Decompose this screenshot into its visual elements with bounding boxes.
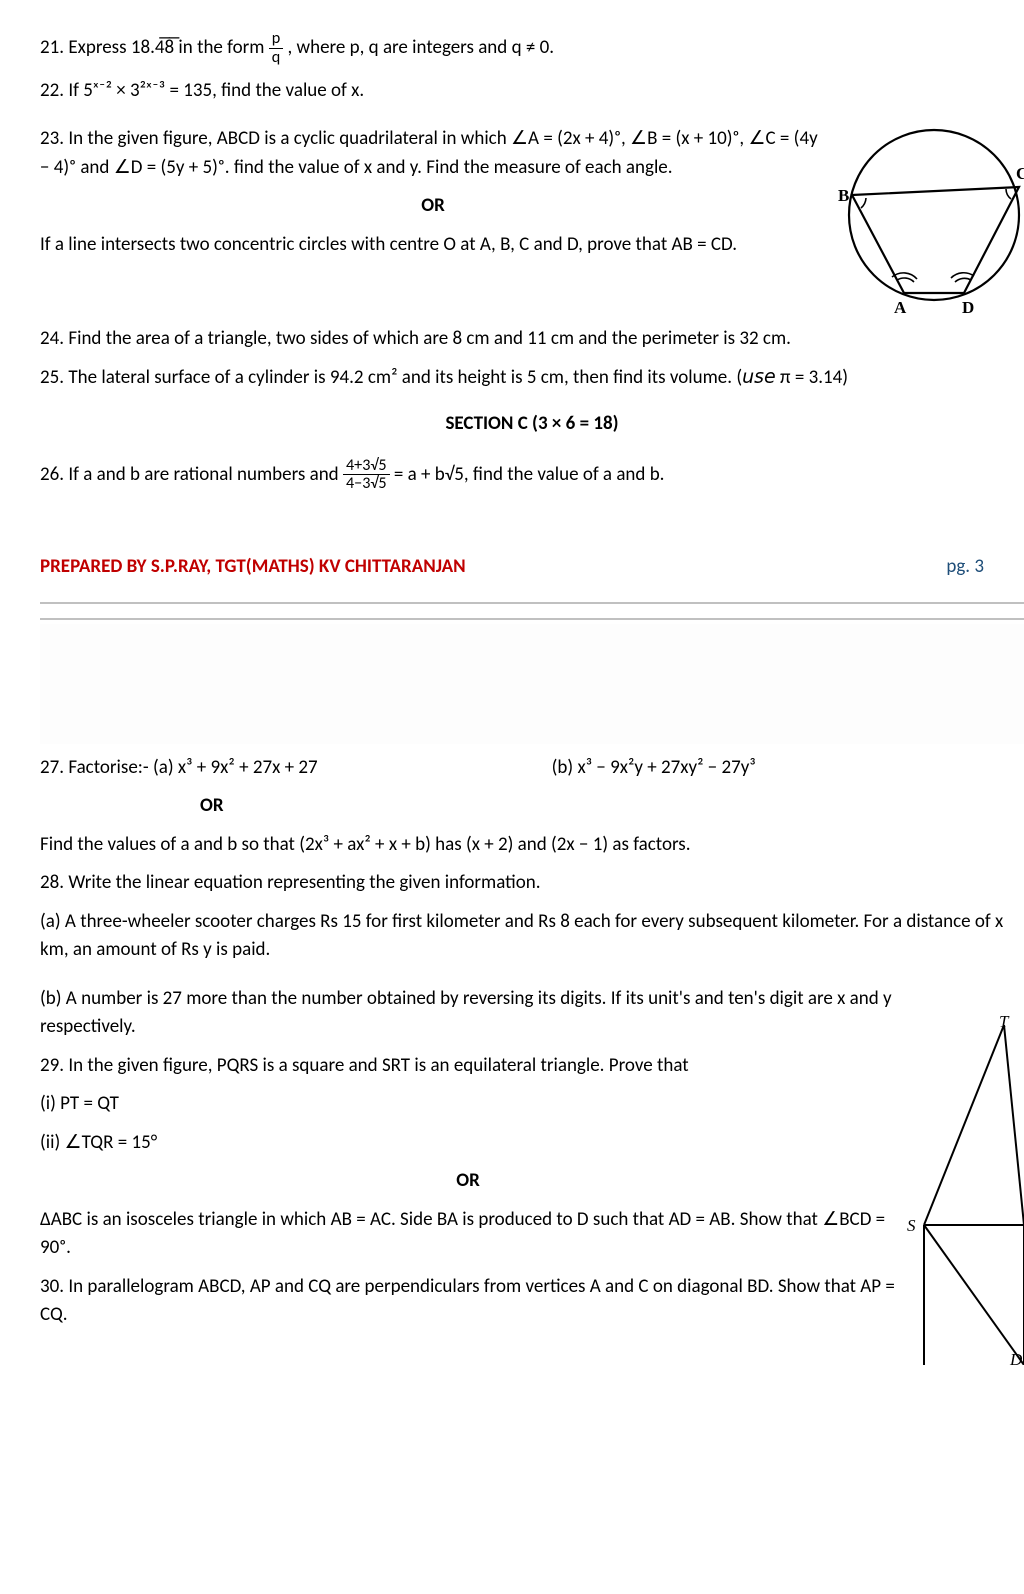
q29ii: (ii) ∠TQR = 15°	[40, 1129, 896, 1158]
q21-frac-den: q	[269, 49, 283, 67]
label-B: B	[838, 186, 849, 205]
q29-or: OR	[40, 1167, 896, 1196]
section-c-header: SECTION C (3 × 6 = 18)	[40, 410, 1024, 439]
q28b: (b) A number is 27 more than the number …	[40, 985, 896, 1042]
page-gap	[40, 624, 1024, 744]
q28b-q29-row: (b) A number is 27 more than the number …	[40, 975, 1024, 1365]
q24: 24. Find the area of a triangle, two sid…	[40, 325, 1024, 354]
q26: 26. If a and b are rational numbers and …	[40, 457, 1024, 494]
q23-b: If a line intersects two concentric circ…	[40, 231, 826, 260]
page-number: pg. 3	[946, 553, 984, 582]
q28: 28. Write the linear equation representi…	[40, 869, 1024, 898]
q26-den: 4−3√5	[343, 475, 390, 493]
circle-figure-icon: B C A D	[834, 115, 1024, 315]
footer-author: PREPARED BY S.P.RAY, TGT(MATHS) KV CHITT…	[40, 553, 466, 582]
q21: 21. Express 18.4̅8̅ in the form p q , wh…	[40, 30, 1024, 67]
square-triangle-icon: T S D	[904, 1015, 1024, 1365]
q21-lead: 21. Express 18.4̅8̅ in the form	[40, 36, 269, 59]
q27-a: 27. Factorise:- (a) x³ + 9x² + 27x + 27	[40, 754, 552, 783]
q29-figure: T S D	[904, 1015, 1024, 1365]
q30: 30. In parallelogram ABCD, AP and CQ are…	[40, 1273, 896, 1330]
q29: 29. In the given figure, PQRS is a squar…	[40, 1052, 896, 1081]
q27-or: OR	[40, 792, 1024, 821]
label-A: A	[894, 298, 907, 315]
label-D: D	[962, 298, 974, 315]
q23-a: 23. In the given figure, ABCD is a cycli…	[40, 125, 826, 182]
divider-top	[40, 602, 1024, 604]
label-S: S	[907, 1216, 916, 1235]
q25: 25. The lateral surface of a cylinder is…	[40, 364, 1024, 393]
q23-text: 23. In the given figure, ABCD is a cycli…	[40, 115, 826, 269]
q29i: (i) PT = QT	[40, 1090, 896, 1119]
q22: 22. If 5ˣ⁻² × 3²ˣ⁻³ = 135, find the valu…	[40, 77, 1024, 106]
q21-frac-num: p	[269, 30, 283, 49]
q28a: (a) A three-wheeler scooter charges Rs 1…	[40, 908, 1024, 965]
q26-lead: 26. If a and b are rational numbers and	[40, 462, 343, 485]
q27-b: (b) x³ − 9x²y + 27xy² − 27y³	[552, 754, 1024, 783]
label-Dsq: D	[1009, 1350, 1023, 1365]
q29-alt: ΔABC is an isosceles triangle in which A…	[40, 1206, 896, 1263]
q27-alt: Find the values of a and b so that (2x³ …	[40, 831, 1024, 860]
divider-bottom	[40, 618, 1024, 620]
label-C: C	[1016, 164, 1024, 183]
q23-figure: B C A D	[834, 115, 1024, 315]
q21-frac: p q	[269, 30, 283, 67]
label-T: T	[999, 1015, 1010, 1031]
q26-num: 4+3√5	[343, 457, 390, 476]
page-footer: PREPARED BY S.P.RAY, TGT(MATHS) KV CHITT…	[40, 553, 1024, 582]
q26-tail: = a + b√5, find the value of a and b.	[394, 462, 665, 485]
q23-or: OR	[40, 192, 826, 221]
q28b-q29-text: (b) A number is 27 more than the number …	[40, 975, 896, 1340]
q23-row: 23. In the given figure, ABCD is a cycli…	[40, 115, 1024, 315]
q26-frac: 4+3√5 4−3√5	[343, 457, 390, 494]
q21-tail: , where p, q are integers and q ≠ 0.	[287, 36, 554, 59]
q27: 27. Factorise:- (a) x³ + 9x² + 27x + 27 …	[40, 754, 1024, 783]
